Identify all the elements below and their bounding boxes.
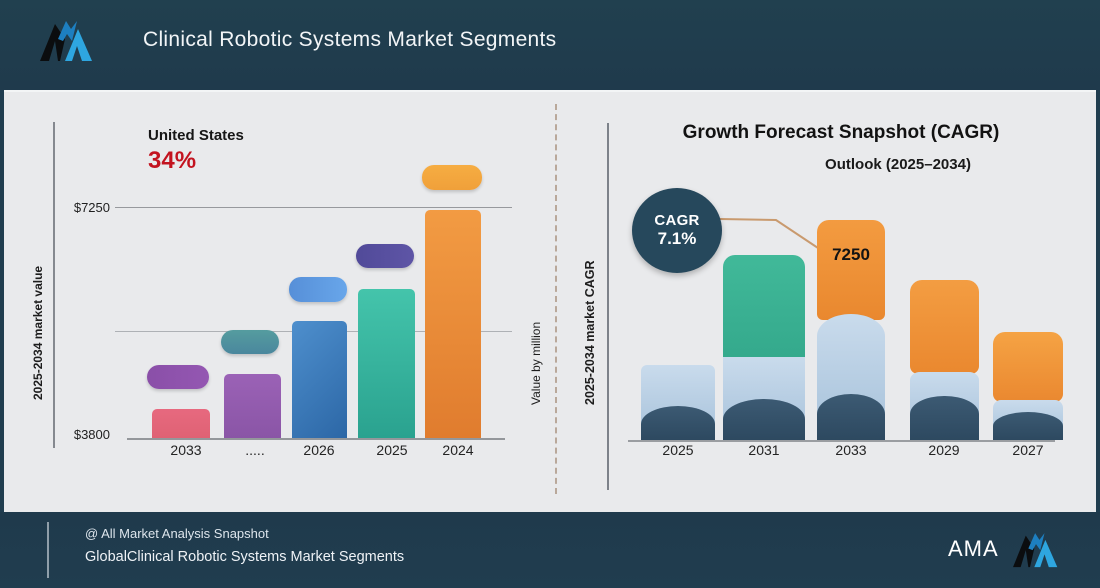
- left-bar-2033: [152, 409, 210, 438]
- left-bar-2025-cap: [356, 244, 414, 268]
- left-chart-highlight: 34%: [148, 147, 197, 174]
- right-chart-title: Growth Forecast Snapshot (CAGR): [682, 122, 1000, 143]
- left-x-label-2033: 2033: [170, 442, 202, 458]
- left-y-tick-3800: $3800: [73, 427, 110, 442]
- right-x-label-2027: 2027: [1012, 442, 1044, 458]
- panel-divider: [555, 104, 557, 494]
- right-y-axis-line: [607, 123, 609, 490]
- left-y-axis-line: [53, 122, 55, 448]
- left-bar-2026: [292, 321, 347, 438]
- page-title: Clinical Robotic Systems Market Segments: [143, 28, 557, 51]
- left-bar-2024-cap: [422, 165, 482, 190]
- footer-bar: @ All Market Analysis Snapshot GlobalCli…: [0, 512, 1100, 588]
- left-x-label-dots: .....: [245, 442, 265, 458]
- ama-logo-icon: [40, 21, 92, 61]
- right-bar-2031-teal: [723, 255, 805, 359]
- right-bar-2031-navy: [723, 399, 805, 440]
- infographic-panel: 2025-2034 market value United States 34%…: [4, 90, 1096, 514]
- footer-line1: @ All Market Analysis Snapshot: [85, 526, 269, 541]
- right-x-label-2029: 2029: [928, 442, 960, 458]
- cagr-badge-label: CAGR: [654, 212, 700, 229]
- left-x-axis-line: [127, 438, 505, 440]
- footer-brand-text: AMA: [948, 536, 999, 561]
- left-y-tick-7250: $7250: [73, 200, 110, 215]
- header-bar: Clinical Robotic Systems Market Segments: [0, 0, 1100, 90]
- right-chart-subtitle: Outlook (2025–2034): [825, 156, 971, 173]
- cagr-badge-value: 7.1%: [657, 229, 697, 248]
- left-bar-2025: [358, 289, 415, 438]
- right-x-label-2033: 2033: [835, 442, 867, 458]
- right-x-axis-line: [628, 440, 1055, 442]
- left-chart-heading: United States: [148, 127, 244, 144]
- footer-ama-logo-icon: [1013, 533, 1058, 568]
- footer-divider-line: [47, 522, 49, 578]
- right-bar-2027-orange: [993, 332, 1063, 402]
- footer-line2: GlobalClinical Robotic Systems Market Se…: [85, 549, 405, 565]
- cagr-badge: CAGR 7.1%: [632, 188, 722, 273]
- left-bar-2026-cap: [289, 277, 347, 302]
- left-x-label-2026: 2026: [303, 442, 335, 458]
- left-x-label-2025: 2025: [376, 442, 408, 458]
- right-bar-2033-navy: [817, 394, 885, 440]
- right-bar-2033-value: 7250: [832, 245, 870, 264]
- right-bar-2025-navy: [641, 406, 715, 440]
- left-bar-2033-cap: [147, 365, 209, 389]
- left-gridline-top: [115, 207, 512, 208]
- right-x-label-2025: 2025: [662, 442, 694, 458]
- left-bar-dots-cap: [221, 330, 279, 354]
- right-bar-2027-navy: [993, 412, 1063, 440]
- right-bar-2029-navy: [910, 396, 979, 440]
- left-bar-dots: [224, 374, 281, 438]
- left-bar-2024: [425, 210, 481, 438]
- left-x-label-2024: 2024: [442, 442, 474, 458]
- right-bar-2029-orange: [910, 280, 979, 374]
- right-x-label-2031: 2031: [748, 442, 780, 458]
- right-bar-2033-orange: [817, 220, 885, 320]
